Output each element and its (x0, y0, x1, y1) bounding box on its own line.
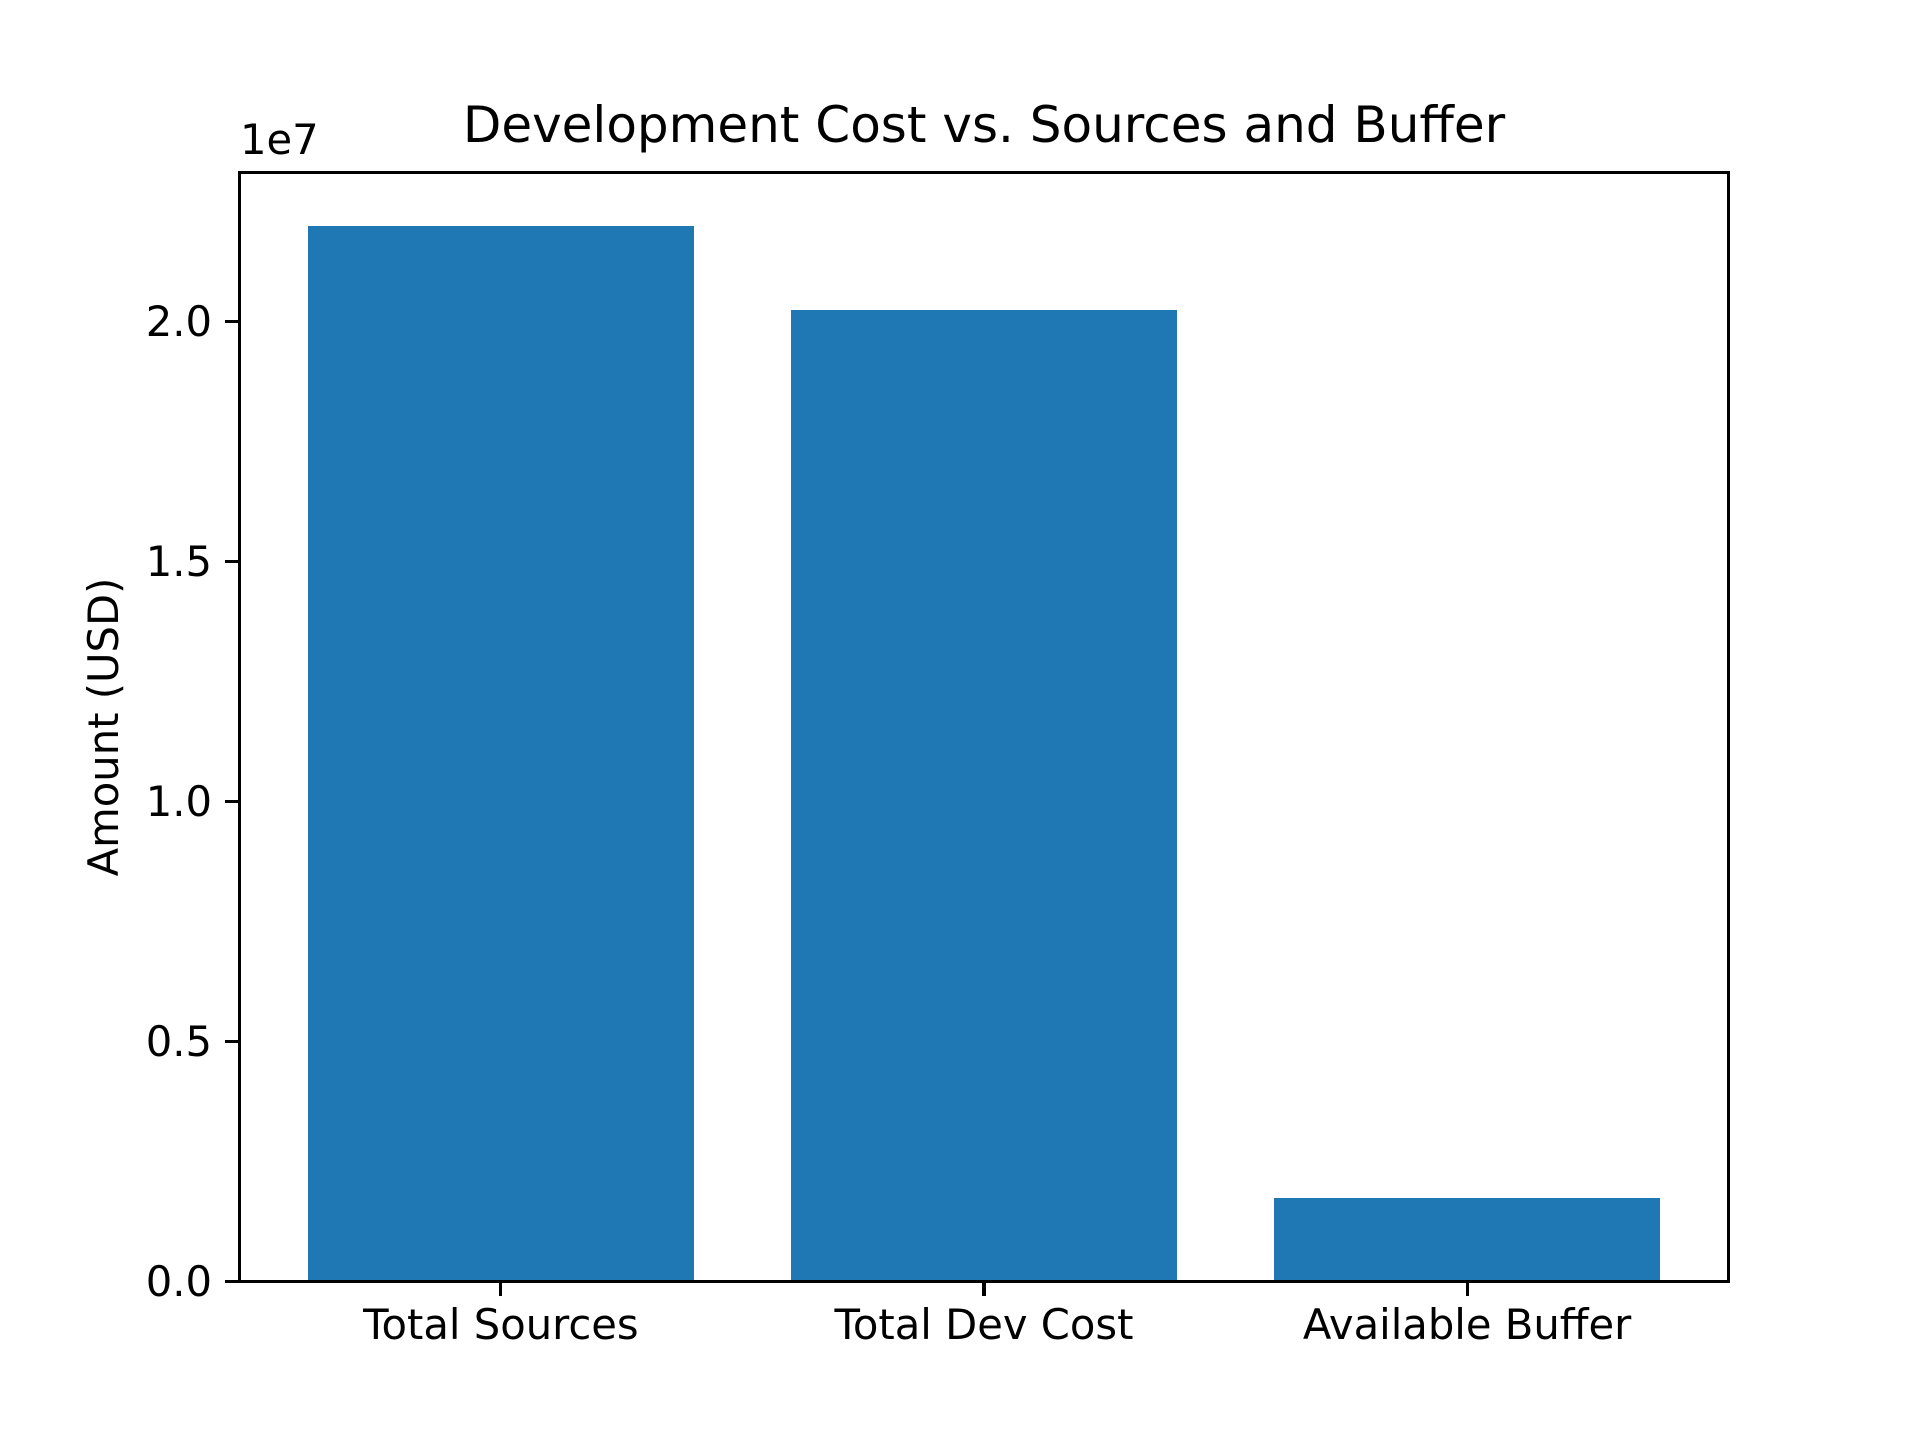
chart-title: Development Cost vs. Sources and Buffer (462, 96, 1506, 154)
y-axis-label: Amount (USD) (79, 577, 129, 877)
y-tick-mark (225, 799, 240, 804)
bar-total-dev-cost (790, 309, 1178, 1282)
y-tick-mark (225, 1279, 240, 1284)
y-tick-mark (225, 559, 240, 564)
x-tick-mark (982, 1281, 986, 1297)
axes-spines (238, 171, 1730, 1284)
x-tick-label: Available Buffer (1302, 1300, 1632, 1349)
y-tick-label: 0.5 (145, 1016, 212, 1066)
y-tick-label: 2.0 (145, 296, 212, 346)
y-tick-label: 0.0 (145, 1256, 212, 1306)
bar-total-sources (307, 225, 695, 1282)
x-tick-mark (499, 1281, 503, 1297)
x-tick-label: Total Sources (363, 1300, 639, 1349)
y-tick-mark (225, 1039, 240, 1044)
y-tick-mark (225, 319, 240, 324)
bar-available-buffer (1273, 1197, 1661, 1282)
y-tick-label: 1.5 (145, 536, 212, 586)
x-tick-mark (1465, 1281, 1469, 1297)
x-tick-label: Total Dev Cost (834, 1300, 1134, 1349)
y-tick-label: 1.0 (145, 776, 212, 826)
y-axis-offset-text: 1e7 (240, 115, 319, 164)
